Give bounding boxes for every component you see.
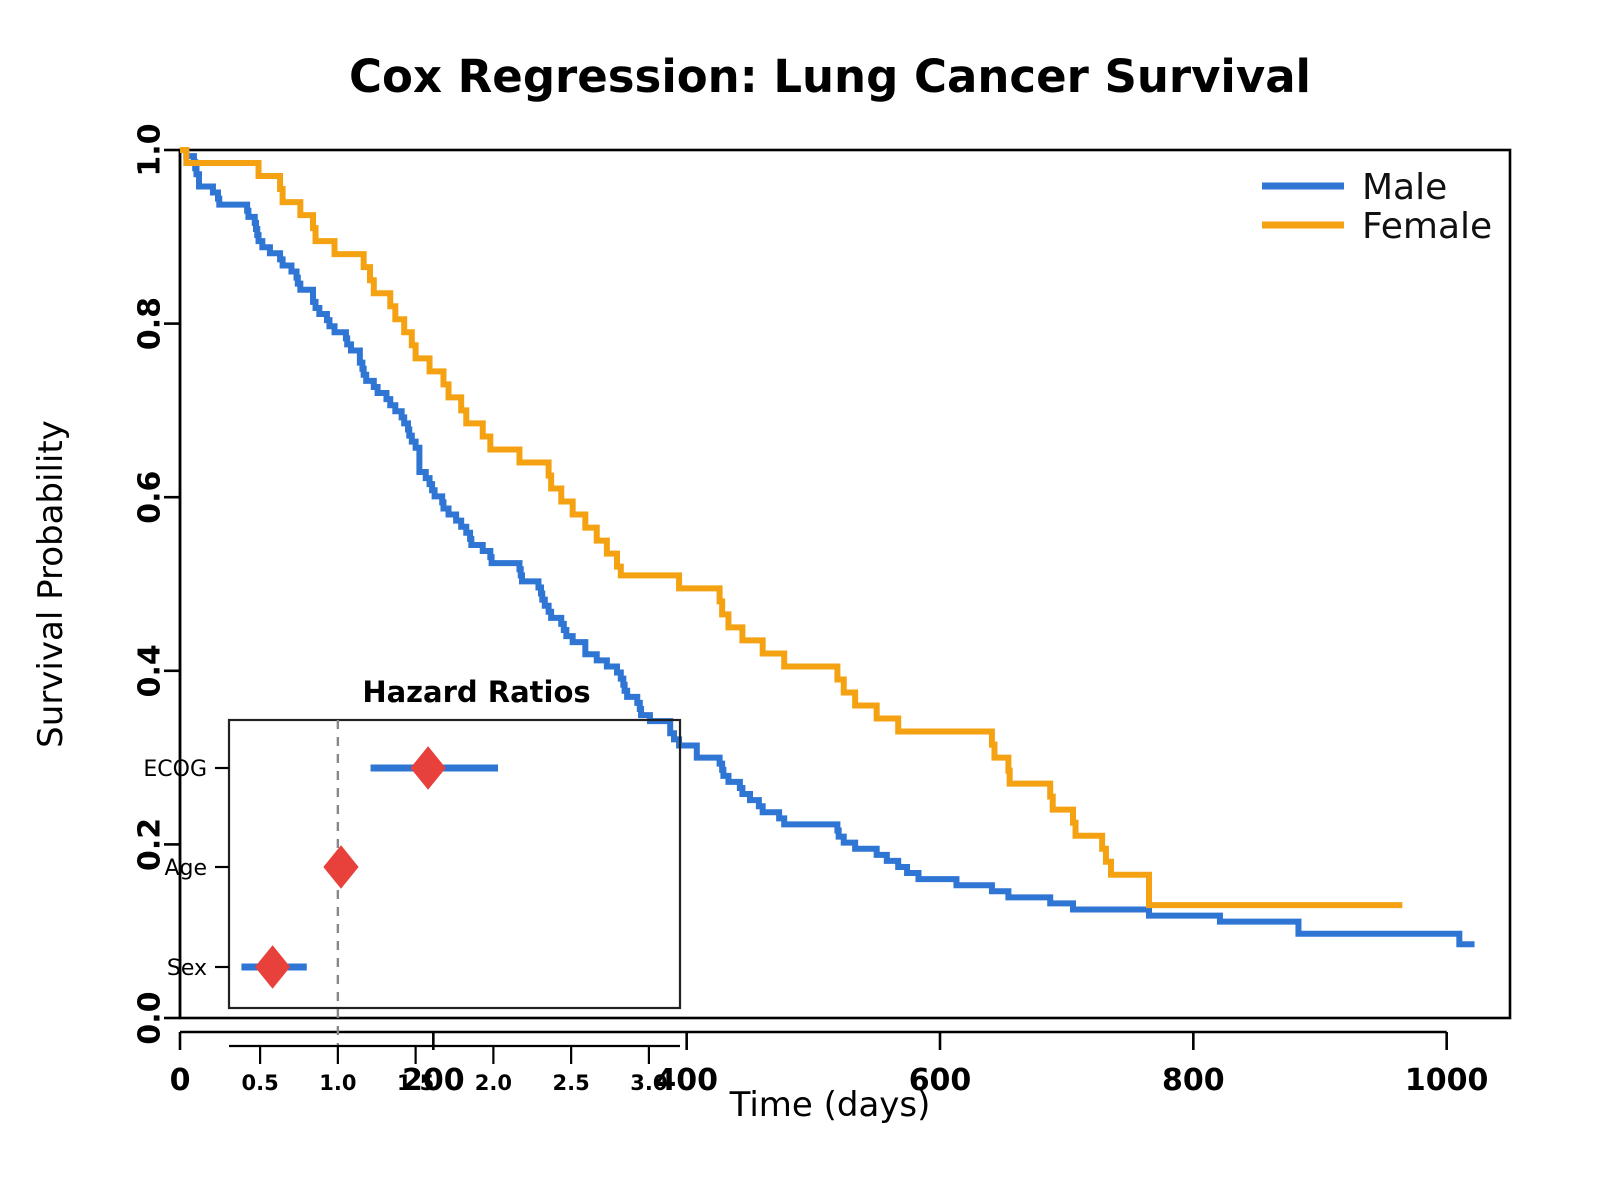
survival-curve-female bbox=[180, 147, 1403, 909]
legend-label-female: Female bbox=[1362, 206, 1492, 247]
x-tick-label: 800 bbox=[1162, 1063, 1225, 1098]
inset-hr-marker-sex bbox=[254, 945, 291, 989]
y-tick-label: 0.6 bbox=[133, 471, 168, 524]
survival-curve-male bbox=[180, 147, 1475, 948]
inset-row-label-sex: Sex bbox=[167, 956, 207, 981]
x-tick-label: 1000 bbox=[1405, 1063, 1489, 1098]
inset-x-tick-label: 3.0 bbox=[630, 1071, 667, 1095]
y-tick-label: 0.0 bbox=[133, 991, 168, 1044]
legend-label-male: Male bbox=[1362, 167, 1447, 208]
inset-x-tick-label: 2.5 bbox=[553, 1071, 590, 1095]
inset-row-label-age: Age bbox=[164, 856, 207, 881]
plot-frame bbox=[178, 148, 1512, 1020]
inset-panel bbox=[227, 718, 682, 1010]
inset-x-tick-label: 2.0 bbox=[475, 1071, 512, 1095]
inset-hr-marker-age bbox=[323, 845, 359, 889]
y-tick-label: 0.4 bbox=[133, 644, 168, 697]
y-tick-label: 1.0 bbox=[133, 123, 168, 176]
inset-title: Hazard Ratios bbox=[362, 675, 590, 709]
x-tick-label: 400 bbox=[655, 1063, 718, 1098]
inset-hr-marker-ecog bbox=[410, 746, 446, 790]
x-tick-label: 0 bbox=[170, 1063, 191, 1098]
inset-row-label-ecog: ECOG bbox=[143, 757, 207, 782]
x-tick-label: 600 bbox=[909, 1063, 972, 1098]
inset-x-tick-label: 0.5 bbox=[242, 1071, 279, 1095]
y-axis-title: Survival Probability bbox=[31, 420, 71, 748]
y-tick-label: 0.2 bbox=[133, 818, 168, 871]
inset-x-tick-label: 1.5 bbox=[397, 1071, 434, 1095]
y-tick-label: 0.8 bbox=[133, 297, 168, 350]
x-tick-label: 200 bbox=[402, 1063, 465, 1098]
inset-x-tick-label: 1.0 bbox=[319, 1071, 356, 1095]
page-title: Cox Regression: Lung Cancer Survival bbox=[349, 50, 1311, 103]
x-axis-title: Time (days) bbox=[729, 1085, 931, 1125]
